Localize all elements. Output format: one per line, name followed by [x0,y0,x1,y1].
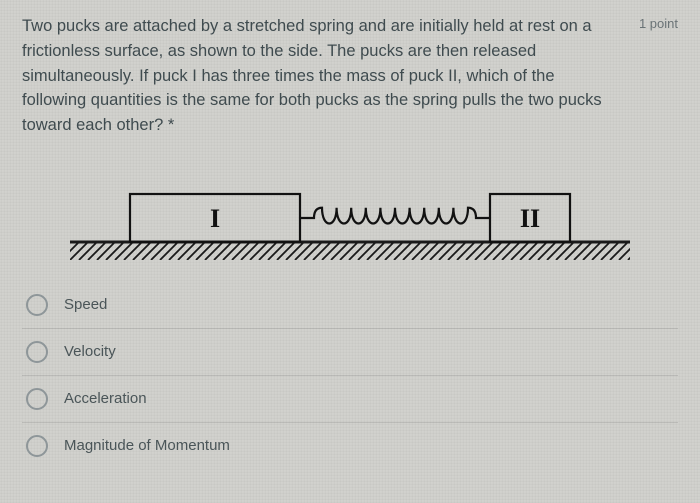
option-velocity[interactable]: Velocity [22,329,678,376]
option-label: Speed [64,296,107,313]
option-magnitude-of-momentum[interactable]: Magnitude of Momentum [22,423,678,469]
question-row: Two pucks are attached by a stretched sp… [22,14,678,138]
radio-icon [26,388,48,410]
svg-text:I: I [210,204,220,233]
option-label: Magnitude of Momentum [64,437,230,454]
radio-icon [26,435,48,457]
options-list: Speed Velocity Acceleration Magnitude of… [22,282,678,469]
question-points: 1 point [639,14,678,31]
option-speed[interactable]: Speed [22,282,678,329]
option-acceleration[interactable]: Acceleration [22,376,678,423]
question-text: Two pucks are attached by a stretched sp… [22,14,623,138]
pucks-spring-diagram: III [70,164,630,260]
diagram-container: III [22,164,678,260]
radio-icon [26,341,48,363]
radio-icon [26,294,48,316]
svg-text:II: II [520,204,540,233]
option-label: Acceleration [64,390,147,407]
option-label: Velocity [64,343,116,360]
